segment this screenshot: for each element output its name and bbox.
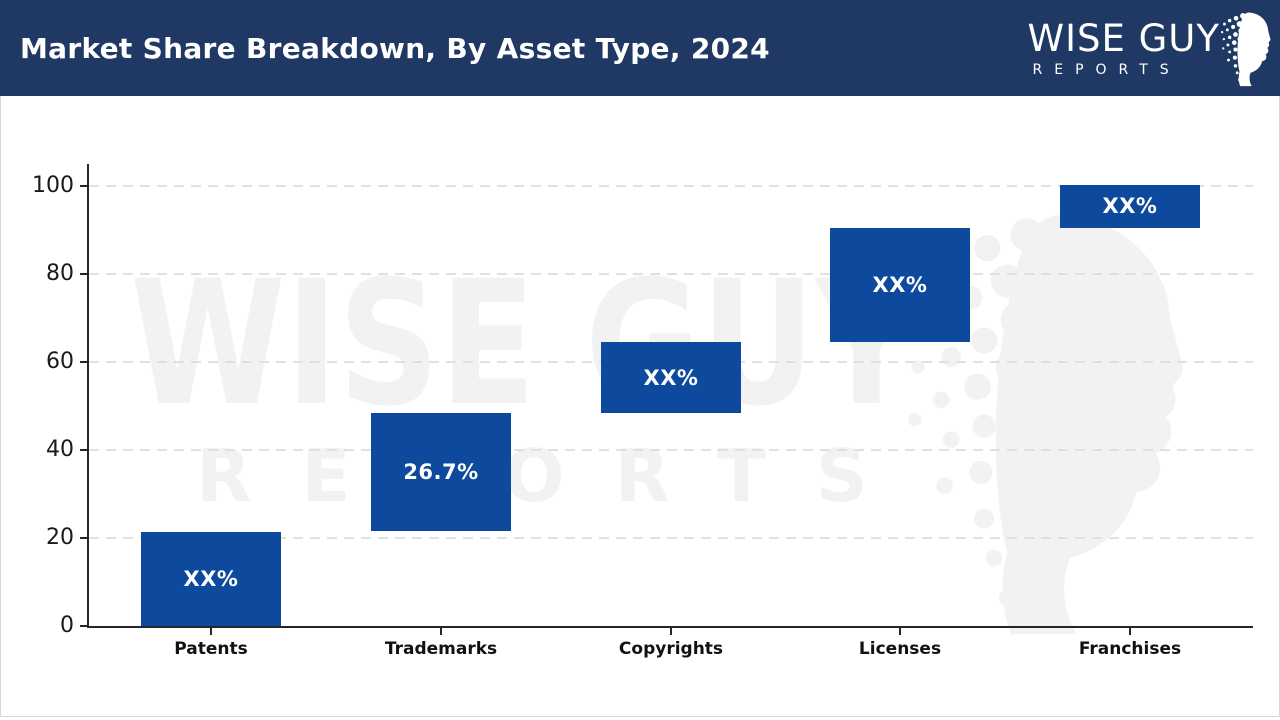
watermark-wordmark: WISE GUY bbox=[130, 243, 918, 444]
y-tick bbox=[80, 273, 89, 275]
x-category-label-trademarks: Trademarks bbox=[384, 639, 498, 659]
y-tick-label: 100 bbox=[32, 173, 74, 198]
bar-franchises: XX% bbox=[1060, 185, 1200, 228]
y-tick bbox=[80, 537, 89, 539]
x-category-label-patents: Patents bbox=[174, 639, 248, 659]
bar-value-label: XX% bbox=[643, 365, 699, 390]
x-category-label-copyrights: Copyrights bbox=[618, 639, 724, 659]
x-tick bbox=[670, 628, 672, 635]
bar-value-label: XX% bbox=[872, 272, 928, 297]
header: Market Share Breakdown, By Asset Type, 2… bbox=[0, 0, 1280, 96]
x-axis bbox=[87, 626, 1253, 628]
bar-trademarks: 26.7% bbox=[371, 413, 511, 531]
y-axis bbox=[87, 164, 89, 628]
x-tick bbox=[1129, 628, 1131, 635]
x-category-label-licenses: Licenses bbox=[858, 639, 942, 659]
bar-licenses: XX% bbox=[830, 227, 970, 342]
x-tick bbox=[440, 628, 442, 635]
logo-subtitle: REPORTS bbox=[1032, 62, 1181, 78]
bar-value-label: 26.7% bbox=[403, 460, 479, 485]
x-tick bbox=[210, 628, 212, 635]
gridline bbox=[89, 273, 1253, 275]
y-tick-label: 20 bbox=[46, 525, 74, 550]
gridline bbox=[89, 185, 1253, 187]
y-tick-label: 80 bbox=[46, 261, 74, 286]
bar-value-label: XX% bbox=[1102, 194, 1158, 219]
y-tick-label: 60 bbox=[46, 349, 74, 374]
bar-value-label: XX% bbox=[183, 566, 239, 591]
y-tick-label: 0 bbox=[60, 613, 74, 638]
page-title: Market Share Breakdown, By Asset Type, 2… bbox=[20, 31, 770, 65]
y-tick bbox=[80, 185, 89, 187]
watermark-subtitle: REPORTS bbox=[196, 434, 918, 518]
logo-text: WISE GUY REPORTS bbox=[1028, 20, 1220, 78]
bar-copyrights: XX% bbox=[601, 341, 741, 414]
gridline bbox=[89, 449, 1253, 451]
y-tick bbox=[80, 449, 89, 451]
left-border bbox=[0, 96, 1, 716]
bottom-divider bbox=[0, 716, 1280, 717]
y-tick-label: 40 bbox=[46, 437, 74, 462]
gridline bbox=[89, 537, 1253, 539]
y-tick bbox=[80, 625, 89, 627]
x-category-label-franchises: Franchises bbox=[1078, 639, 1182, 659]
y-tick bbox=[80, 361, 89, 363]
x-tick bbox=[899, 628, 901, 635]
logo-wordmark: WISE GUY bbox=[1027, 17, 1220, 60]
bar-patents: XX% bbox=[141, 531, 281, 626]
wiseguy-logo: WISE GUY REPORTS bbox=[1028, 8, 1272, 90]
